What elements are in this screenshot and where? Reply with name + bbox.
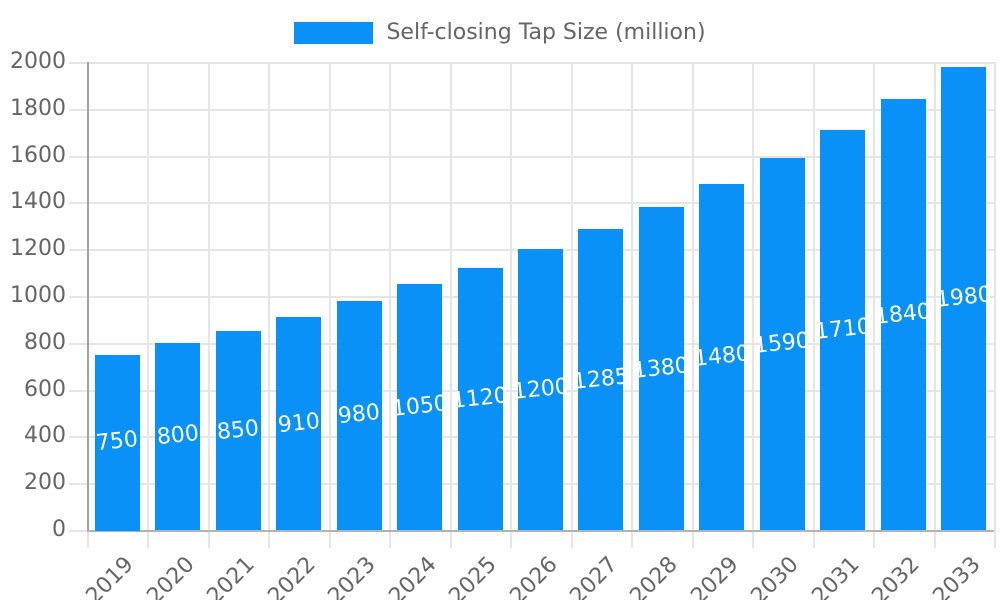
x-gridline	[752, 62, 754, 548]
legend[interactable]: Self-closing Tap Size (million)	[0, 21, 1000, 45]
legend-label: Self-closing Tap Size (million)	[386, 20, 706, 45]
x-axis-line	[87, 530, 994, 532]
x-gridline	[208, 62, 210, 548]
y-tick-label: 600	[24, 377, 66, 402]
bar-2019[interactable]	[95, 355, 140, 531]
x-gridline	[692, 62, 694, 548]
bar-2025[interactable]	[458, 268, 503, 530]
bar-2027[interactable]	[578, 229, 623, 530]
bar-2026[interactable]	[518, 249, 563, 530]
bar-2029[interactable]	[699, 184, 744, 530]
x-gridline	[571, 62, 573, 548]
y-tick-label: 800	[24, 330, 66, 355]
bar-2022[interactable]	[276, 317, 321, 530]
bar-2028[interactable]	[639, 207, 684, 530]
bar-2030[interactable]	[760, 158, 805, 530]
x-gridline	[329, 62, 331, 548]
y-tick-label: 0	[52, 517, 66, 542]
y-tick-label: 1800	[10, 96, 66, 121]
x-gridline	[873, 62, 875, 548]
bar-2033[interactable]	[941, 67, 986, 530]
x-gridline	[268, 62, 270, 548]
x-gridline	[450, 62, 452, 548]
y-gridline	[69, 202, 994, 204]
bar-2021[interactable]	[216, 331, 261, 530]
y-gridline	[69, 62, 994, 64]
x-gridline	[813, 62, 815, 548]
x-gridline	[510, 62, 512, 548]
bar-2024[interactable]	[397, 284, 442, 530]
x-gridline	[389, 62, 391, 548]
y-gridline	[69, 156, 994, 158]
y-axis-line	[87, 62, 89, 530]
bar-2031[interactable]	[820, 130, 865, 530]
y-tick-label: 1400	[10, 189, 66, 214]
y-tick-label: 400	[24, 423, 66, 448]
x-tick-label: 2019	[81, 552, 139, 600]
x-gridline	[147, 62, 149, 548]
bar-2032[interactable]	[881, 99, 926, 530]
x-gridline	[994, 62, 996, 548]
y-tick-label: 2000	[10, 49, 66, 74]
legend-swatch-icon	[294, 22, 374, 44]
y-tick-label: 1200	[10, 236, 66, 261]
y-gridline	[69, 109, 994, 111]
y-tick-label: 1000	[10, 283, 66, 308]
y-tick-label: 1600	[10, 143, 66, 168]
bar-2020[interactable]	[155, 343, 200, 530]
y-tick-label: 200	[24, 470, 66, 495]
x-gridline	[934, 62, 936, 548]
bar-2023[interactable]	[337, 301, 382, 530]
x-gridline	[631, 62, 633, 548]
